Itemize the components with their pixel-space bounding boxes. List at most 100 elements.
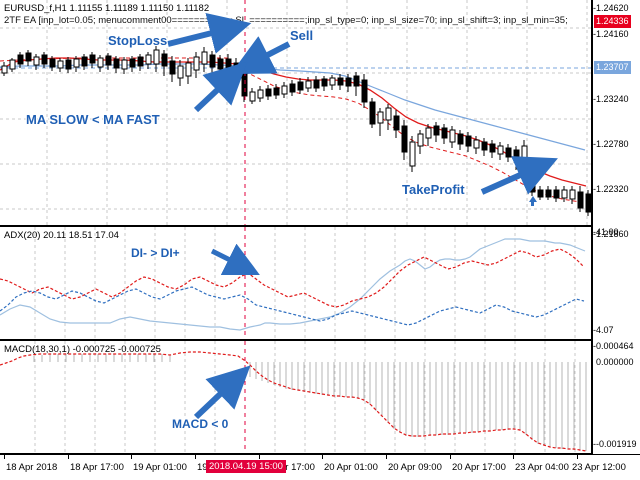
price-tick-0: -1.24620: [593, 3, 629, 13]
time-label-0: 18 Apr 2018: [6, 462, 58, 473]
time-tick-mark: [259, 455, 260, 459]
macd-plot-area[interactable]: [0, 341, 591, 453]
candle: [425, 124, 432, 146]
stoploss-line: [0, 57, 230, 62]
time-label-8: 23 Apr 04:00: [515, 462, 569, 473]
time-tick-mark: [577, 455, 578, 459]
price-plot-svg: [0, 0, 591, 225]
time-label-4: 19 Apr 17:00: [261, 462, 315, 473]
candle: [585, 190, 591, 216]
candle: [41, 52, 48, 68]
macd-grid: [34, 341, 576, 453]
candle: [121, 57, 128, 74]
candle: [89, 52, 96, 68]
candle: [273, 84, 280, 99]
candle: [377, 108, 384, 136]
price-tick-1: -1.24160: [593, 29, 629, 39]
price-plot-area[interactable]: [0, 0, 591, 225]
candle: [369, 98, 376, 128]
macd-tick-max: -0.000464: [593, 341, 634, 351]
takeprofit-arrow: [480, 156, 558, 195]
ma-fast-line: [0, 63, 586, 151]
ask-price-badge[interactable]: 1.24336: [594, 15, 631, 28]
macd-histogram-positive: [33, 354, 171, 362]
time-tick-mark: [195, 455, 196, 459]
time-tick-mark: [68, 455, 69, 459]
adx-tick-max: -41.00: [593, 227, 619, 237]
price-tick-4: -1.22320: [593, 184, 629, 194]
price-tick-3: -1.22780: [593, 139, 629, 149]
candle: [353, 72, 360, 96]
candle: [361, 74, 368, 108]
adx-indicator-panel[interactable]: ADX(20) 20.11 18.51 17.04: [0, 226, 592, 340]
time-axis[interactable]: 18 Apr 2018 18 Apr 17:00 19 Apr 01:00 19…: [0, 454, 640, 480]
adx-plot-svg: [0, 227, 586, 339]
macd-tick-zero: 0.000000: [596, 357, 634, 367]
time-tick-mark: [131, 455, 132, 459]
candle: [385, 104, 392, 130]
time-label-9: 23 Apr 12:00: [572, 462, 626, 473]
candle: [481, 138, 488, 156]
candle: [65, 57, 72, 73]
ma-cross-arrow: [193, 61, 248, 113]
candle: [105, 53, 112, 70]
candle: [1, 62, 8, 76]
time-label-7: 20 Apr 17:00: [452, 462, 506, 473]
candle: [17, 52, 24, 68]
price-grid: [0, 0, 591, 225]
annotation-takeprofit: TakeProfit: [402, 182, 465, 197]
time-tick-mark: [450, 455, 451, 459]
time-label-5: 20 Apr 01:00: [324, 462, 378, 473]
adx-line: [0, 238, 586, 331]
symbol-ohlc-label: EURUSD_f,H1 1.11155 1.11189 1.11150 1.11…: [4, 3, 210, 14]
stoploss-arrow: [167, 12, 252, 54]
annotation-stoploss: StopLoss: [108, 33, 168, 48]
candle: [305, 77, 312, 92]
candle: [281, 82, 288, 98]
candle: [25, 50, 32, 66]
candle: [465, 132, 472, 152]
macd-histogram: [249, 362, 587, 451]
time-tick-mark: [513, 455, 514, 459]
macd-plot-svg: [0, 341, 587, 453]
candle: [577, 186, 584, 212]
time-tick-mark: [386, 455, 387, 459]
di-minus-line: [0, 248, 585, 308]
adx-grid: [34, 227, 576, 339]
bid-price-badge[interactable]: 1.23707: [594, 61, 631, 74]
time-tick-mark: [322, 455, 323, 459]
candle: [97, 55, 104, 72]
candle: [153, 45, 160, 72]
candle: [9, 58, 16, 72]
candle: [561, 186, 568, 202]
annotation-sell: Sell: [290, 28, 314, 43]
annotation-di-cross: DI- > DI+: [131, 246, 180, 260]
candle: [497, 142, 504, 160]
macd-tick-min: --0.001919: [593, 439, 637, 449]
macd-indicator-panel[interactable]: MACD(18,30,1) -0.000725 -0.000725: [0, 340, 592, 454]
macd-indicator-label: MACD(18,30,1) -0.000725 -0.000725: [4, 344, 161, 355]
candle: [433, 122, 440, 142]
price-chart-panel[interactable]: EURUSD_f,H1 1.11155 1.11189 1.11150 1.11…: [0, 0, 592, 226]
macd-arrow: [193, 365, 251, 420]
candle: [249, 88, 256, 104]
candle: [409, 136, 416, 172]
candle: [177, 60, 184, 86]
adx-plot-area[interactable]: [0, 227, 591, 339]
candle: [73, 56, 80, 72]
crosshair-time-badge[interactable]: 2018.04.19 15:00: [206, 460, 286, 473]
adx-indicator-label: ADX(20) 20.11 18.51 17.04: [4, 230, 119, 241]
sell-arrow: [230, 36, 291, 74]
candle: [569, 186, 576, 204]
time-tick-mark: [4, 455, 5, 459]
candle: [57, 58, 64, 72]
candle: [393, 110, 400, 138]
time-label-6: 20 Apr 09:00: [388, 462, 442, 473]
candle: [265, 85, 272, 100]
candle: [257, 86, 264, 102]
candle: [449, 126, 456, 148]
price-scale[interactable]: -1.24620 1.24336 -1.24160 1.23707 -1.232…: [592, 0, 640, 454]
candle: [505, 144, 512, 162]
